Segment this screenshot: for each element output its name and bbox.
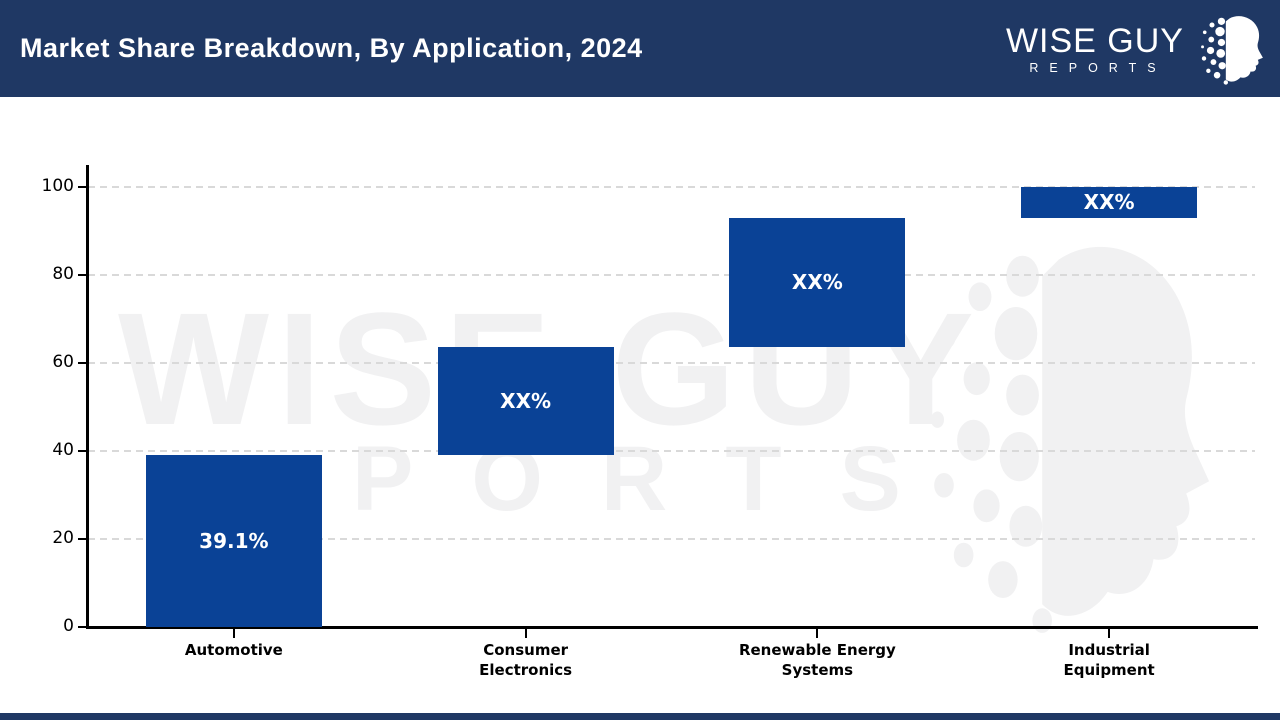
header-bar: Market Share Breakdown, By Application, … (0, 0, 1280, 97)
page-title: Market Share Breakdown, By Application, … (20, 33, 643, 63)
bar-value-label: XX% (791, 270, 843, 295)
y-tick-label-40: 40 (52, 440, 74, 460)
x-category-label-2: Renewable Energy Systems (687, 640, 947, 681)
y-tick-mark-60 (78, 362, 87, 364)
x-tick-mark-1 (524, 629, 527, 638)
y-tick-label-20: 20 (52, 528, 74, 548)
y-tick-label-0: 0 (63, 616, 74, 636)
bar-industrial-equipment: XX% (1021, 187, 1198, 218)
x-category-label-line: Automotive (184, 641, 283, 659)
gridline-60 (88, 362, 1255, 364)
x-category-label-3: Industrial Equipment (979, 640, 1239, 681)
y-tick-label-60: 60 (52, 352, 74, 372)
gridline-100 (88, 186, 1255, 188)
logo-head-icon (1201, 16, 1263, 85)
x-category-label-0: Automotive (104, 640, 364, 660)
x-category-label-line: Consumer (483, 641, 569, 659)
y-axis-line (86, 165, 89, 627)
watermark-head-icon (930, 246, 1210, 633)
y-tick-mark-40 (78, 450, 87, 452)
y-tick-mark-100 (78, 186, 87, 188)
logo-text: WISE GUY REPORTS (1006, 24, 1184, 75)
bar-consumer-electronics: XX% (437, 346, 614, 455)
y-tick-label-100: 100 (41, 176, 74, 196)
bar-renewable-energy-systems: XX% (729, 217, 906, 347)
y-tick-mark-0 (78, 626, 87, 628)
chart-region: WISE GUY PORTS 0 20 40 60 80 100 39.1% Automoti… (0, 97, 1280, 713)
y-tick-label-80: 80 (52, 264, 74, 284)
footer-bar (0, 713, 1280, 720)
logo-wordmark: WISE GUY (1005, 21, 1184, 60)
x-tick-mark-0 (232, 629, 235, 638)
y-tick-mark-80 (78, 274, 87, 276)
x-category-label-line: Industrial (1068, 641, 1150, 659)
logo-subtext: REPORTS (1029, 60, 1167, 75)
gridline-80 (88, 274, 1255, 276)
x-tick-mark-3 (1108, 629, 1111, 638)
gridline-40 (88, 450, 1255, 452)
x-category-label-line: Systems (781, 661, 854, 680)
x-axis-line (86, 626, 1258, 629)
x-category-label-1: Consumer Electronics (396, 640, 656, 681)
bar-value-label: XX% (500, 388, 552, 413)
x-category-label-line: Renewable Energy (738, 641, 896, 659)
y-tick-mark-20 (78, 538, 87, 540)
bar-automotive: 39.1% (145, 454, 322, 627)
x-tick-mark-2 (816, 629, 819, 638)
gridline-20 (88, 538, 1255, 540)
x-category-label-line: Electronics (479, 661, 573, 680)
bar-value-label: XX% (1083, 190, 1135, 215)
logo-wiseguy: WISE GUY REPORTS (1006, 6, 1268, 92)
x-category-label-line: Equipment (1063, 661, 1155, 680)
bar-value-label: 39.1% (199, 528, 269, 553)
